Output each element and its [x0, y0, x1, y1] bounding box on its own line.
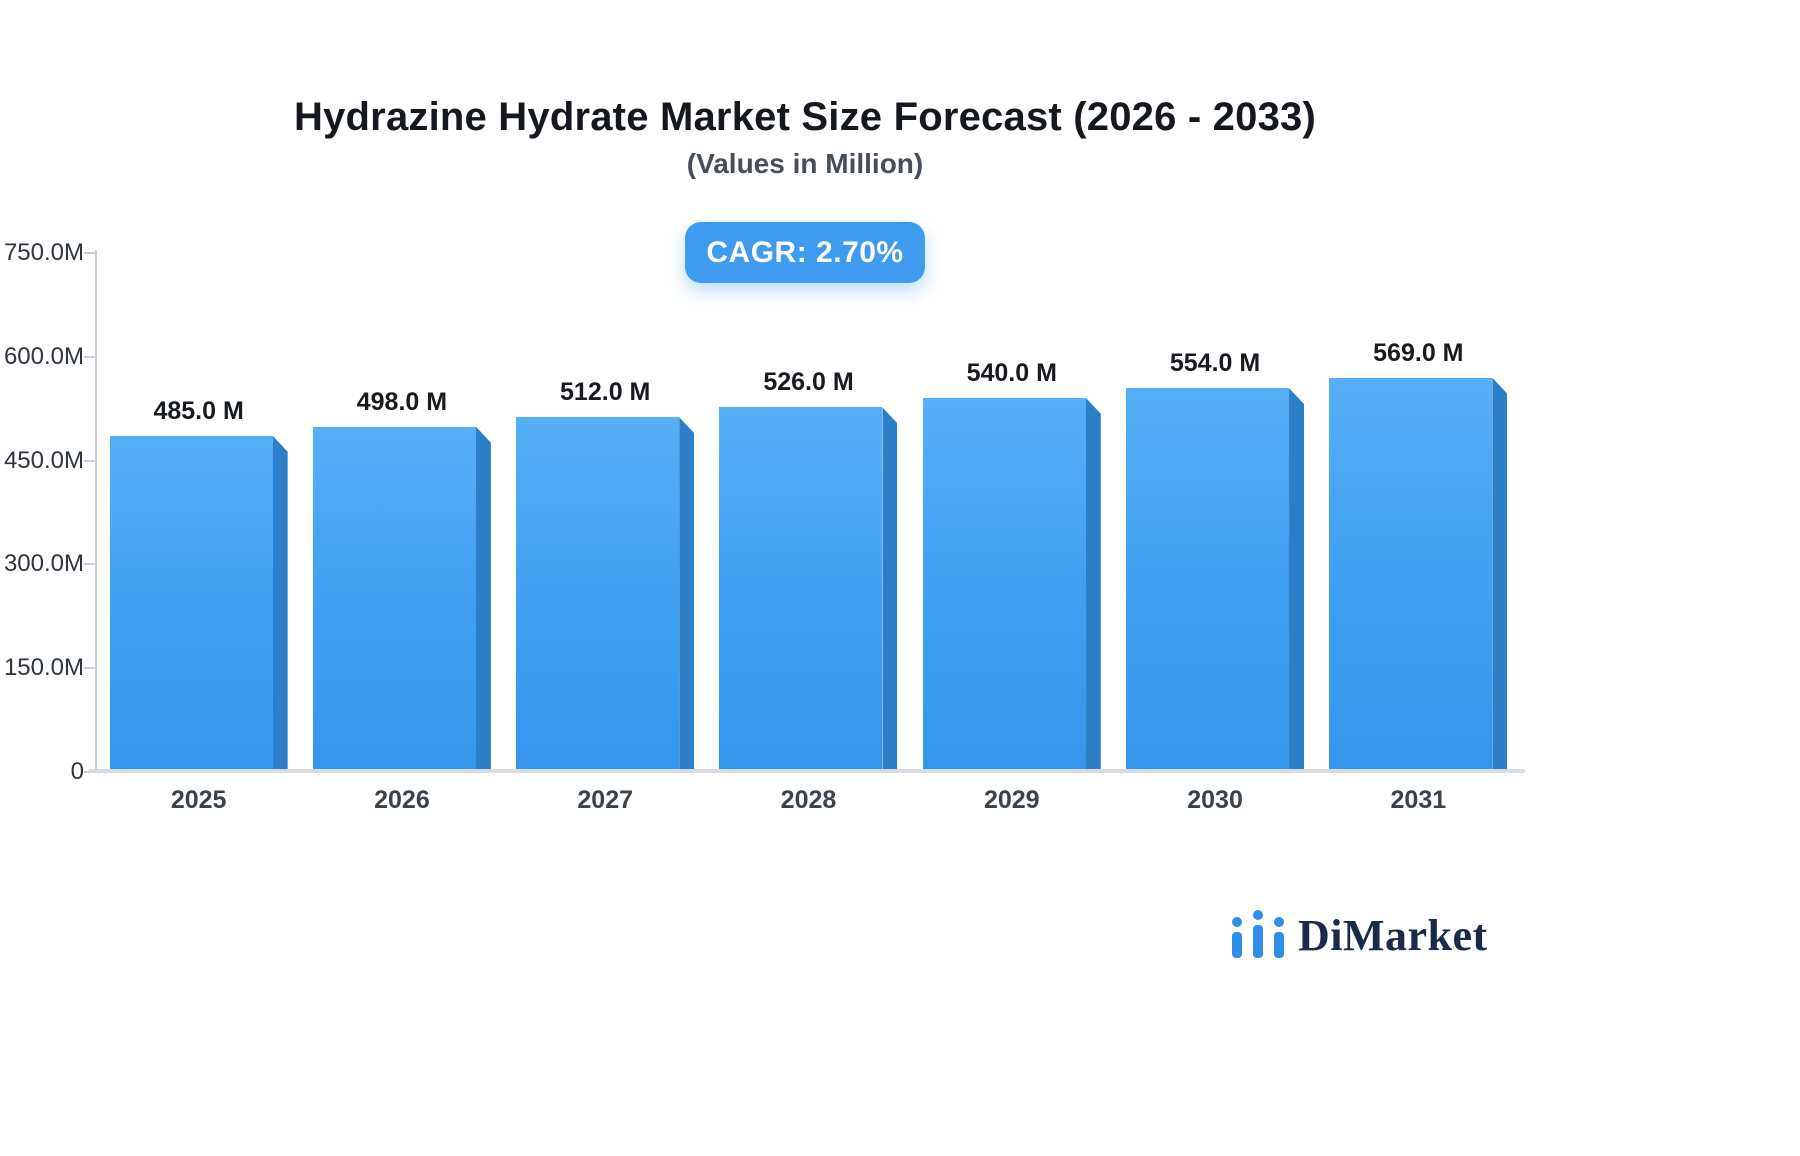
x-axis-category-label: 2028 [780, 786, 837, 814]
bar-group: 498.0 M 2026 [312, 253, 491, 814]
bar-face [109, 435, 273, 770]
x-axis-category-label: 2029 [983, 786, 1040, 814]
y-tick-mark [84, 563, 96, 566]
x-axis-category-label: 2025 [170, 786, 227, 814]
bar-side-shadow [272, 435, 288, 770]
bar-group: 485.0 M 2025 [109, 253, 288, 814]
logo-text: DiMarket [1298, 910, 1488, 960]
bar-side-shadow [475, 426, 491, 770]
bar: 569.0 M [1329, 339, 1508, 770]
bar: 554.0 M [1126, 349, 1305, 770]
bar-face [719, 407, 883, 770]
x-axis-category-label: 2026 [374, 786, 430, 814]
bar: 498.0 M [312, 388, 491, 770]
bar-value-label: 540.0 M [966, 358, 1057, 387]
bar-side-shadow [1085, 397, 1101, 770]
bar-group: 526.0 M 2028 [719, 253, 898, 814]
x-axis-category-label: 2027 [577, 786, 634, 814]
bar-side-shadow [1492, 377, 1508, 770]
bar-face [1329, 377, 1493, 770]
x-axis-line [88, 769, 1525, 773]
y-tick-mark [84, 459, 96, 462]
bar: 540.0 M [922, 359, 1101, 770]
bar-group: 540.0 M 2029 [922, 253, 1101, 814]
bar-value-label: 485.0 M [153, 396, 244, 425]
bar-face [516, 417, 680, 770]
y-tick-label: 750.0M [3, 239, 84, 266]
cagr-badge: CAGR: 2.70% [685, 222, 925, 283]
bar: 512.0 M [516, 378, 695, 770]
y-tick-label: 600.0M [3, 342, 84, 370]
bar-chart-icon [1232, 910, 1284, 958]
plot-area: 485.0 M 2025 498.0 M 2026 512.0 M 2027 526.0 M… [97, 253, 1520, 814]
chart-subtitle: (Values in Million) [686, 148, 924, 179]
bar-side-shadow [679, 417, 695, 770]
bar-group: 554.0 M 2030 [1126, 253, 1305, 814]
bar: 526.0 M [719, 368, 898, 770]
cagr-badge-label: CAGR: 2.70% [706, 235, 904, 269]
y-tick-mark [84, 355, 96, 358]
y-tick-label: 0 [70, 758, 84, 785]
x-axis-category-label: 2030 [1187, 786, 1243, 814]
bar-group: 512.0 M 2027 [516, 253, 695, 814]
bar-side-shadow [882, 407, 898, 770]
y-axis-line [95, 250, 97, 772]
bar-value-label: 512.0 M [560, 378, 651, 407]
chart-title: Hydrazine Hydrate Market Size Forecast (… [294, 95, 1316, 139]
bar-face [922, 397, 1086, 770]
dimarket-logo: DiMarket [1230, 906, 1488, 964]
y-tick-mark [84, 252, 96, 254]
bar-value-label: 554.0 M [1169, 349, 1261, 378]
bar: 485.0 M [109, 397, 288, 770]
bar-group: 569.0 M 2031 [1329, 253, 1508, 814]
bar-side-shadow [1289, 388, 1305, 770]
y-tick-label: 300.0M [3, 550, 84, 578]
x-axis-category-label: 2031 [1390, 786, 1447, 814]
bar-value-label: 498.0 M [356, 387, 448, 416]
bar-value-label: 569.0 M [1373, 338, 1464, 367]
bar-face [312, 426, 476, 770]
y-tick-mark [84, 667, 96, 670]
bar-face [1126, 388, 1290, 770]
y-axis: 750.0M 600.0M 450.0M 300.0M 150.0M 0 [0, 239, 88, 785]
y-tick-label: 150.0M [3, 654, 84, 682]
bar-value-label: 526.0 M [763, 368, 854, 397]
y-tick-label: 450.0M [3, 446, 84, 474]
